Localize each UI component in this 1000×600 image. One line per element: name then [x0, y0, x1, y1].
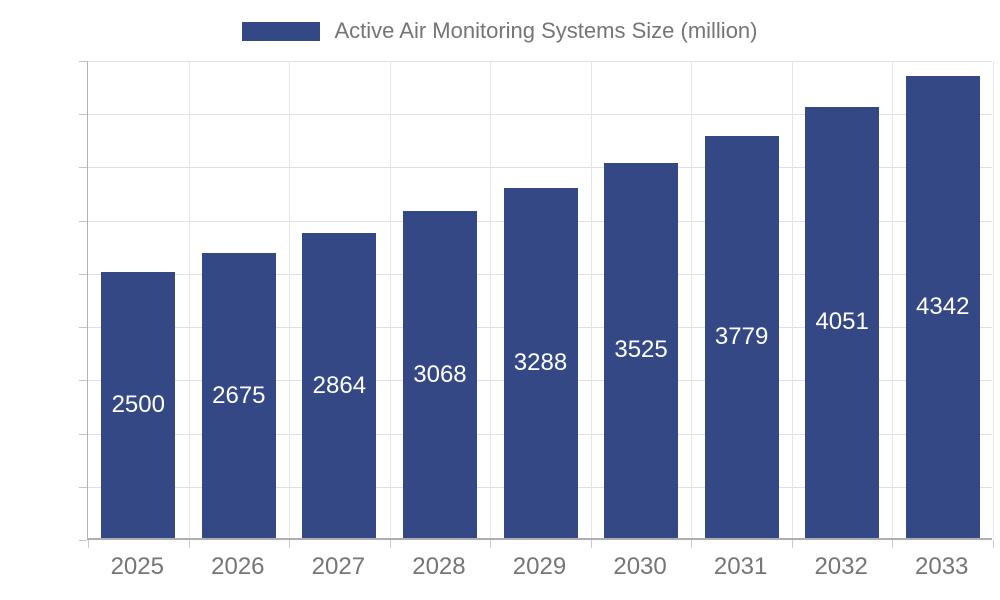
x-tick-label: 2025	[110, 553, 164, 580]
x-tick-mark	[791, 540, 793, 548]
x-tick-mark	[188, 540, 190, 548]
bar: 2864	[302, 233, 377, 538]
y-tick-mark	[79, 486, 87, 488]
gridline-h	[88, 61, 992, 62]
bar-value-label: 2500	[111, 390, 165, 418]
bar-value-label: 3525	[614, 336, 668, 364]
x-tick-label: 2030	[613, 553, 667, 580]
y-tick-mark	[79, 327, 87, 329]
x-tick-label: 2033	[915, 553, 969, 580]
gridline-v	[389, 61, 391, 538]
y-tick-mark	[79, 380, 87, 382]
x-tick-label: 2028	[412, 553, 466, 580]
bar-value-label: 3068	[413, 360, 467, 388]
y-tick-mark	[79, 273, 87, 275]
gridline-h	[88, 167, 992, 169]
bar-value-label: 3288	[513, 349, 568, 376]
x-tick-label: 2027	[311, 553, 366, 580]
gridline-h	[88, 114, 992, 116]
bar: 2500	[101, 271, 176, 538]
y-tick-mark	[79, 61, 87, 62]
gridline-v	[892, 61, 894, 538]
x-tick-label: 2032	[814, 553, 868, 580]
bar-value-label: 2864	[312, 371, 367, 399]
bar: 4342	[905, 75, 980, 538]
x-tick-mark	[289, 540, 291, 548]
gridline-v	[791, 61, 793, 538]
bar-value-label: 3779	[714, 322, 769, 350]
gridline-v	[490, 61, 492, 538]
legend-swatch	[242, 21, 321, 41]
bar: 4051	[805, 106, 880, 538]
legend: Active Air Monitoring Systems Size (mill…	[0, 18, 1000, 44]
y-tick-mark	[79, 540, 87, 541]
y-tick-mark	[79, 220, 87, 222]
legend-label: Active Air Monitoring Systems Size (mill…	[334, 18, 758, 43]
bar-value-label: 4051	[815, 308, 869, 336]
x-tick-mark	[590, 540, 592, 548]
x-tick-mark	[892, 540, 894, 548]
bar: 3525	[604, 162, 679, 538]
y-tick-mark	[79, 167, 87, 169]
x-tick-mark	[691, 540, 693, 548]
x-tick-label: 2026	[211, 553, 265, 580]
bar: 3288	[503, 188, 578, 538]
gridline-v	[691, 61, 693, 538]
bar: 3779	[704, 135, 779, 538]
x-tick-mark	[993, 540, 994, 548]
gridline-v	[590, 61, 592, 538]
x-tick-mark	[490, 540, 492, 548]
bar-value-label: 2675	[212, 381, 266, 409]
x-tick-mark	[88, 540, 89, 548]
x-tick-label: 2029	[512, 553, 567, 580]
x-tick-mark	[389, 540, 391, 548]
gridline-v	[289, 61, 291, 538]
plot-area: 2500 2675 2864 3068 3288 3525 3779 4051 4342	[79, 61, 994, 548]
gridline-v	[993, 61, 994, 538]
bar: 2675	[201, 253, 276, 538]
bar-value-label: 4342	[916, 292, 970, 320]
y-tick-mark	[79, 433, 87, 435]
y-tick-mark	[79, 114, 87, 116]
x-tick-label: 2031	[713, 553, 768, 580]
bar: 3068	[402, 211, 477, 538]
gridline-v	[188, 61, 190, 538]
